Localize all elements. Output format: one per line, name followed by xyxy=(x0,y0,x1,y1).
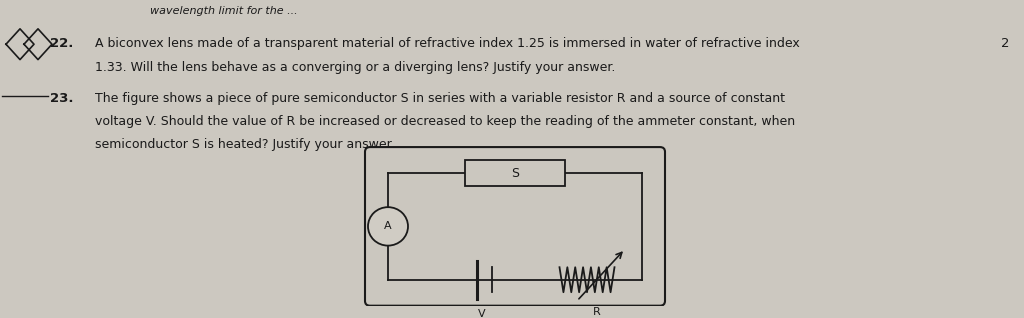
Circle shape xyxy=(368,207,408,245)
Bar xyxy=(465,160,565,186)
FancyBboxPatch shape xyxy=(365,147,665,306)
Text: 1.33. Will the lens behave as a converging or a diverging lens? Justify your ans: 1.33. Will the lens behave as a convergi… xyxy=(95,60,615,73)
Text: S: S xyxy=(511,167,519,180)
Text: voltage V. Should the value of R be increased or decreased to keep the reading o: voltage V. Should the value of R be incr… xyxy=(95,115,795,128)
Text: semiconductor S is heated? Justify your answer: semiconductor S is heated? Justify your … xyxy=(95,138,392,151)
Text: wavelength limit for the ...: wavelength limit for the ... xyxy=(150,6,298,16)
Text: R: R xyxy=(593,307,601,317)
Text: 23.: 23. xyxy=(50,92,74,105)
Text: A: A xyxy=(384,221,392,232)
Text: A biconvex lens made of a transparent material of refractive index 1.25 is immer: A biconvex lens made of a transparent ma… xyxy=(95,38,800,51)
Text: 2: 2 xyxy=(1001,38,1010,51)
Text: The figure shows a piece of pure semiconductor S in series with a variable resis: The figure shows a piece of pure semicon… xyxy=(95,92,785,105)
Text: V: V xyxy=(478,308,485,318)
Text: 22.: 22. xyxy=(50,38,74,51)
